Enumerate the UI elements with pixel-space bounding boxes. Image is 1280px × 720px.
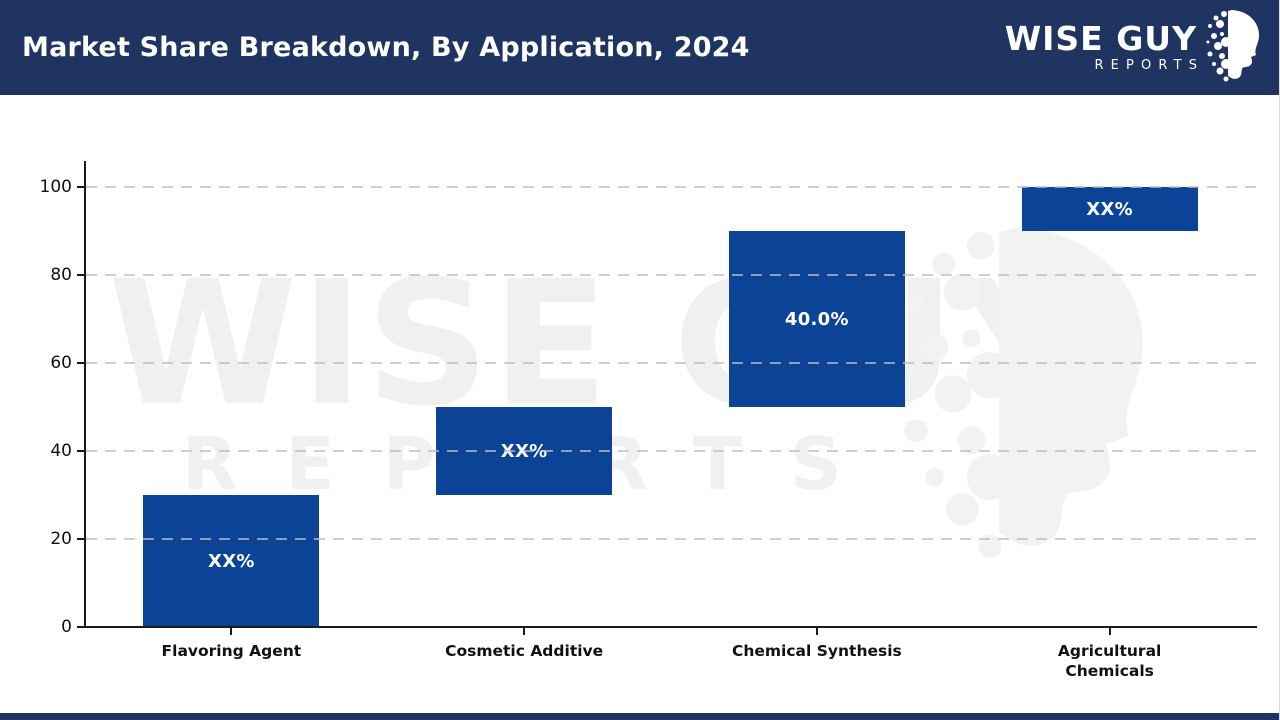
y-tick-label: 0 <box>61 617 72 637</box>
x-category-label: Agricultural Chemicals <box>1057 642 1162 680</box>
bar-value-label: XX% <box>1086 198 1133 220</box>
gridline-20 <box>86 538 1256 540</box>
wise-guy-reports-logo: WISE GUY REPORTS <box>1005 0 1267 95</box>
y-tick-label: 100 <box>39 177 72 197</box>
bar-chemical-synthesis: 40.0% <box>728 231 905 407</box>
gridline-100 <box>86 186 1256 188</box>
y-tick-label: 20 <box>50 529 72 549</box>
logo-reports-text: REPORTS <box>1094 57 1205 73</box>
gridline-80 <box>86 274 1256 276</box>
y-tick-mark <box>77 626 84 628</box>
y-tick-label: 80 <box>50 265 72 285</box>
bar-value-label: 40.0% <box>784 308 849 330</box>
x-tick-mark <box>523 628 526 635</box>
x-tick-mark <box>815 628 818 635</box>
logo-head-profile-icon <box>1201 8 1267 88</box>
x-category-label: Chemical Synthesis <box>731 642 902 660</box>
watermark-wiseguy-text: WISE GUY <box>108 243 1085 444</box>
x-category-label: Cosmetic Additive <box>445 642 604 660</box>
y-tick-label: 60 <box>50 353 72 373</box>
gridline-60 <box>86 362 1256 364</box>
logo-wiseguy-text: WISE GUY <box>1004 18 1197 58</box>
y-tick-mark <box>77 274 84 276</box>
gridline-40 <box>86 450 1256 452</box>
bar-flavoring-agent: XX% <box>143 495 320 627</box>
page-title: Market Share Breakdown, By Application, … <box>22 32 750 63</box>
x-category-label: Flavoring Agent <box>161 642 302 660</box>
header-bar: Market Share Breakdown, By Application, … <box>0 0 1279 95</box>
x-axis-line <box>84 626 1257 628</box>
footer-bar <box>0 713 1279 720</box>
bar-value-label: XX% <box>208 550 255 572</box>
y-tick-mark <box>77 450 84 452</box>
x-tick-mark <box>230 628 233 635</box>
x-tick-mark <box>1108 628 1111 635</box>
y-tick-mark <box>77 362 84 364</box>
y-axis-line <box>84 161 86 628</box>
y-tick-label: 40 <box>50 441 72 461</box>
bar-agricultural-chemicals: XX% <box>1021 187 1198 231</box>
y-tick-mark <box>77 538 84 540</box>
y-tick-mark <box>77 186 84 188</box>
